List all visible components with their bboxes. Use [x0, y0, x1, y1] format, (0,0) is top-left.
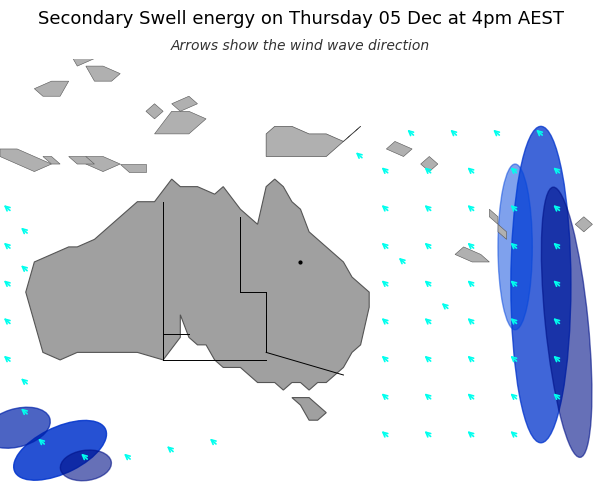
Ellipse shape — [542, 187, 592, 457]
Polygon shape — [421, 157, 438, 172]
Polygon shape — [43, 157, 60, 164]
Polygon shape — [489, 209, 498, 224]
Polygon shape — [86, 157, 120, 172]
Polygon shape — [266, 126, 361, 157]
Polygon shape — [455, 247, 489, 262]
Polygon shape — [154, 111, 206, 134]
Ellipse shape — [511, 126, 571, 443]
Polygon shape — [69, 157, 94, 164]
Polygon shape — [0, 149, 52, 172]
Ellipse shape — [14, 421, 106, 480]
Ellipse shape — [498, 164, 532, 330]
Text: Secondary Swell energy on Thursday 05 Dec at 4pm AEST: Secondary Swell energy on Thursday 05 De… — [37, 10, 564, 28]
Polygon shape — [575, 217, 593, 232]
Polygon shape — [386, 142, 412, 157]
Polygon shape — [120, 164, 146, 172]
Polygon shape — [69, 51, 94, 66]
Polygon shape — [172, 96, 198, 111]
Polygon shape — [146, 104, 163, 119]
Polygon shape — [26, 179, 369, 390]
Ellipse shape — [60, 450, 111, 481]
Ellipse shape — [0, 407, 50, 448]
Polygon shape — [34, 81, 69, 96]
Polygon shape — [498, 224, 507, 240]
Text: Arrows show the wind wave direction: Arrows show the wind wave direction — [171, 39, 430, 53]
Polygon shape — [292, 398, 326, 420]
Polygon shape — [86, 66, 120, 81]
